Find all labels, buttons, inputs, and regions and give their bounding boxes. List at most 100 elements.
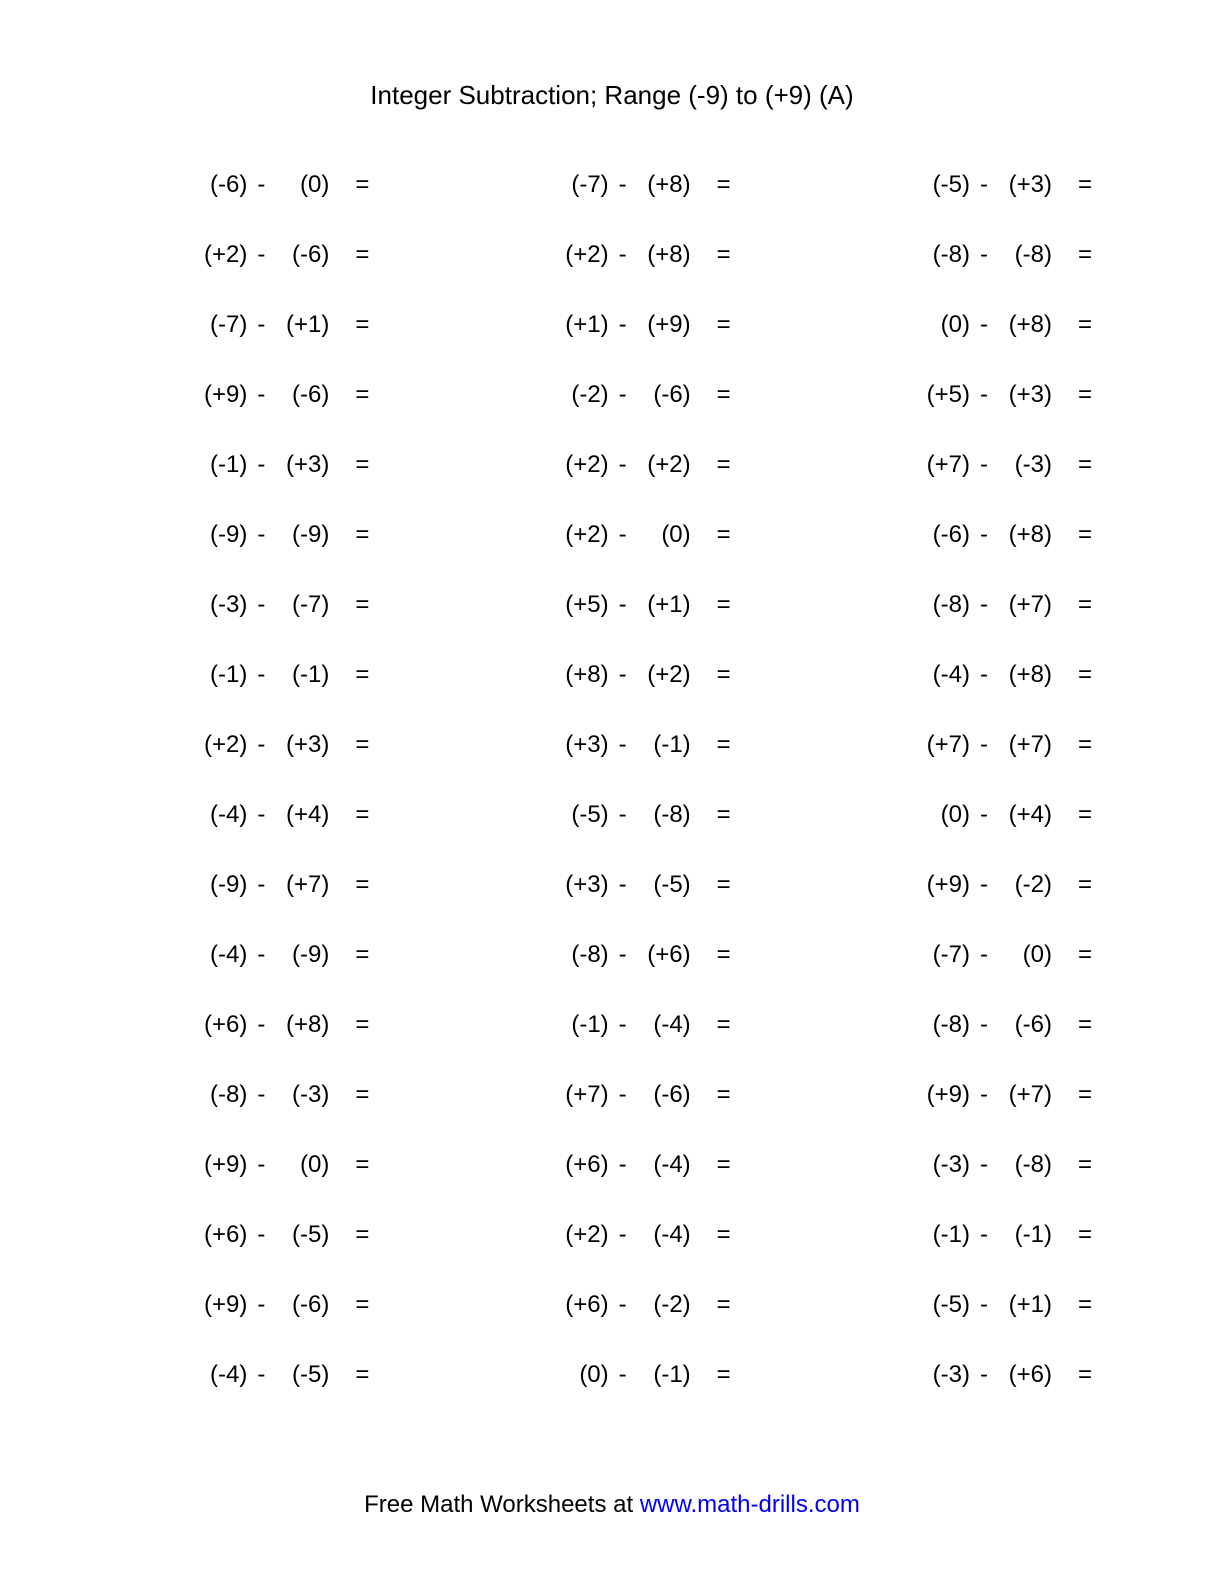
equals-symbol: = <box>353 1151 371 1179</box>
problem: (-1)-(-1)= <box>90 661 411 689</box>
problem: (-7)-(0)= <box>813 941 1134 969</box>
operand-a: (-6) <box>193 171 247 199</box>
minus-symbol: - <box>980 1291 988 1319</box>
equals-symbol: = <box>353 1221 371 1249</box>
equals-symbol: = <box>715 661 733 689</box>
equals-symbol: = <box>1076 661 1094 689</box>
operand-a: (+2) <box>193 241 247 269</box>
operand-a: (-8) <box>916 241 970 269</box>
minus-symbol: - <box>619 591 627 619</box>
equals-symbol: = <box>353 241 371 269</box>
problem: (-1)-(+3)= <box>90 451 411 479</box>
equals-symbol: = <box>715 241 733 269</box>
minus-symbol: - <box>980 941 988 969</box>
problem: (-3)-(-7)= <box>90 591 411 619</box>
problem: (+5)-(+3)= <box>813 381 1134 409</box>
operand-a: (-3) <box>916 1361 970 1389</box>
minus-symbol: - <box>257 1151 265 1179</box>
problems-grid: (-6)-(0)=(-7)-(+8)=(-5)-(+3)=(+2)-(-6)=(… <box>70 171 1154 1389</box>
operand-a: (+8) <box>555 661 609 689</box>
operand-b: (+6) <box>637 941 691 969</box>
operand-a: (-3) <box>193 591 247 619</box>
minus-symbol: - <box>257 1081 265 1109</box>
problem: (-5)-(-8)= <box>451 801 772 829</box>
minus-symbol: - <box>257 311 265 339</box>
minus-symbol: - <box>257 381 265 409</box>
operand-b: (-1) <box>637 1361 691 1389</box>
operand-b: (+8) <box>275 1011 329 1039</box>
minus-symbol: - <box>257 661 265 689</box>
operand-a: (-2) <box>555 381 609 409</box>
problem: (-9)-(+7)= <box>90 871 411 899</box>
operand-b: (-6) <box>275 381 329 409</box>
minus-symbol: - <box>619 1011 627 1039</box>
problem: (+3)-(-5)= <box>451 871 772 899</box>
equals-symbol: = <box>353 1081 371 1109</box>
problem: (0)-(-1)= <box>451 1361 772 1389</box>
minus-symbol: - <box>257 1291 265 1319</box>
equals-symbol: = <box>1076 1151 1094 1179</box>
problem: (-8)-(-6)= <box>813 1011 1134 1039</box>
operand-b: (-9) <box>275 521 329 549</box>
minus-symbol: - <box>980 871 988 899</box>
minus-symbol: - <box>619 1151 627 1179</box>
minus-symbol: - <box>619 871 627 899</box>
operand-b: (-6) <box>637 1081 691 1109</box>
operand-b: (+6) <box>998 1361 1052 1389</box>
minus-symbol: - <box>619 1361 627 1389</box>
problem: (+7)-(-6)= <box>451 1081 772 1109</box>
operand-a: (+9) <box>193 381 247 409</box>
operand-b: (+1) <box>637 591 691 619</box>
minus-symbol: - <box>980 1081 988 1109</box>
problem: (+9)-(-6)= <box>90 1291 411 1319</box>
operand-b: (+7) <box>998 1081 1052 1109</box>
problem: (+9)-(0)= <box>90 1151 411 1179</box>
problem: (-7)-(+1)= <box>90 311 411 339</box>
problem: (+9)-(-6)= <box>90 381 411 409</box>
operand-b: (-5) <box>275 1221 329 1249</box>
problem: (-8)-(+7)= <box>813 591 1134 619</box>
minus-symbol: - <box>619 801 627 829</box>
problem: (+2)-(-6)= <box>90 241 411 269</box>
problem: (+8)-(+2)= <box>451 661 772 689</box>
operand-b: (-6) <box>998 1011 1052 1039</box>
equals-symbol: = <box>715 1361 733 1389</box>
operand-b: (-4) <box>637 1151 691 1179</box>
problem: (+3)-(-1)= <box>451 731 772 759</box>
minus-symbol: - <box>980 381 988 409</box>
equals-symbol: = <box>715 1011 733 1039</box>
problem: (+6)-(-4)= <box>451 1151 772 1179</box>
equals-symbol: = <box>353 311 371 339</box>
problem: (-5)-(+1)= <box>813 1291 1134 1319</box>
operand-a: (+6) <box>193 1221 247 1249</box>
minus-symbol: - <box>619 1081 627 1109</box>
equals-symbol: = <box>353 731 371 759</box>
operand-a: (+9) <box>193 1151 247 1179</box>
minus-symbol: - <box>980 661 988 689</box>
operand-a: (0) <box>916 801 970 829</box>
operand-b: (+1) <box>275 311 329 339</box>
equals-symbol: = <box>1076 1291 1094 1319</box>
minus-symbol: - <box>257 171 265 199</box>
operand-a: (+2) <box>555 451 609 479</box>
operand-a: (+6) <box>555 1151 609 1179</box>
equals-symbol: = <box>353 171 371 199</box>
equals-symbol: = <box>715 591 733 619</box>
equals-symbol: = <box>1076 521 1094 549</box>
operand-a: (-8) <box>193 1081 247 1109</box>
operand-a: (+2) <box>193 731 247 759</box>
operand-b: (+9) <box>637 311 691 339</box>
operand-a: (-9) <box>193 871 247 899</box>
equals-symbol: = <box>715 941 733 969</box>
operand-b: (0) <box>998 941 1052 969</box>
operand-a: (+2) <box>555 521 609 549</box>
minus-symbol: - <box>980 1221 988 1249</box>
problem: (+9)-(-2)= <box>813 871 1134 899</box>
problem: (+2)-(+3)= <box>90 731 411 759</box>
operand-b: (-5) <box>275 1361 329 1389</box>
minus-symbol: - <box>980 241 988 269</box>
equals-symbol: = <box>1076 941 1094 969</box>
operand-b: (-1) <box>275 661 329 689</box>
minus-symbol: - <box>619 941 627 969</box>
footer-text: Free Math Worksheets at <box>364 1491 640 1518</box>
